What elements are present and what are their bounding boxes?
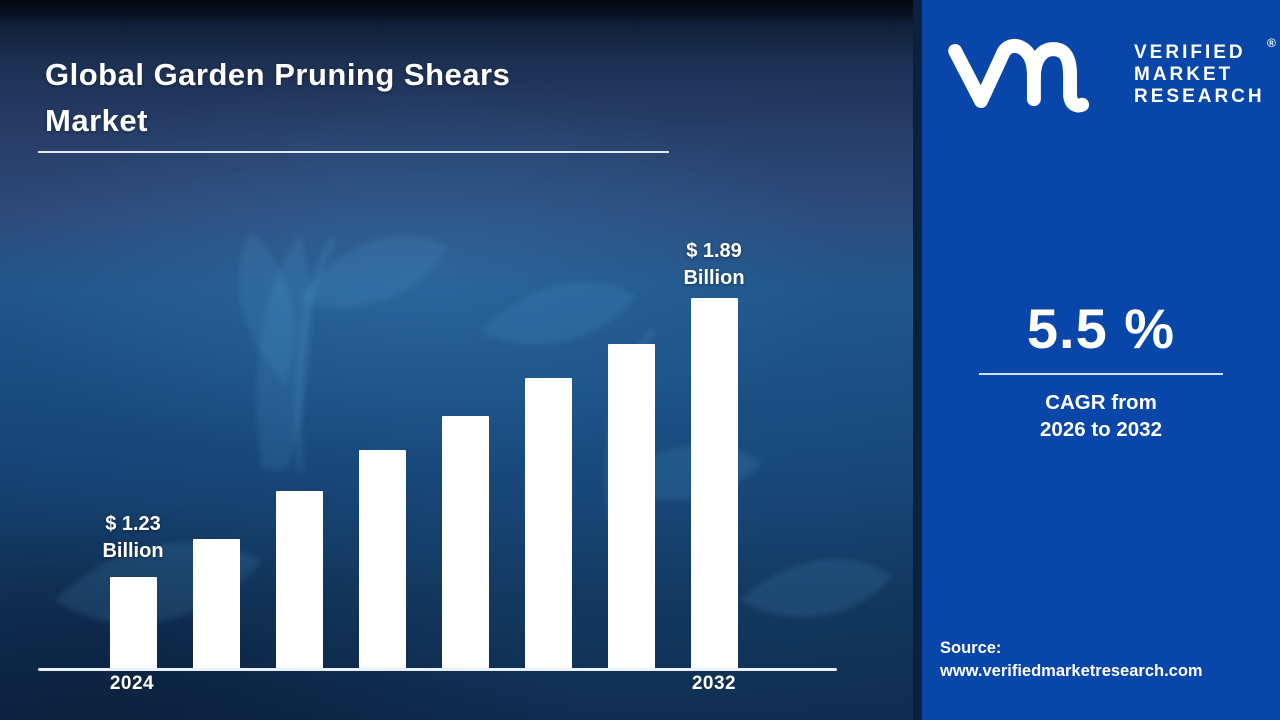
chart-panel: Global Garden Pruning Shears Market $ 1.… (0, 0, 913, 720)
top-vignette (0, 0, 913, 26)
bar-year-index-4 (442, 415, 489, 670)
last-bar-amount: $ 1.89 (686, 240, 742, 262)
bar-year-index-1 (193, 539, 240, 670)
bar-year-index-5 (525, 378, 572, 670)
first-bar-unit: Billion (102, 540, 164, 562)
cagr-underline (979, 373, 1223, 375)
bar-2024 (110, 576, 157, 670)
source-label: Source: (940, 639, 1002, 657)
logo-word-market: MARKET (1134, 64, 1234, 85)
first-bar-value-label: $ 1.23 Billion (48, 511, 218, 565)
logo-word-research: RESEARCH (1134, 86, 1265, 107)
source-url: www.verifiedmarketresearch.com (940, 662, 1203, 680)
vmr-monogram-icon (948, 38, 1090, 113)
x-tick-2024: 2024 (109, 673, 155, 694)
bar-2032 (691, 298, 738, 670)
bar-year-index-3 (359, 449, 406, 670)
logo-wordmark: VERIFIED MARKET RESEARCH (1134, 42, 1265, 108)
panel-divider (913, 0, 922, 720)
info-panel: VERIFIED MARKET RESEARCH ® 5.5 % CAGR fr… (922, 0, 1280, 720)
cagr-block: 5.5 % CAGR from 2026 to 2032 (922, 298, 1280, 443)
bar-year-index-6 (608, 344, 655, 670)
title-underline (38, 151, 669, 153)
cagr-value: 5.5 % (1026, 297, 1176, 360)
x-axis-line (38, 668, 837, 671)
cagr-caption-line2: 2026 to 2032 (1040, 418, 1162, 441)
bar-year-index-2 (276, 491, 323, 670)
page-title-line1: Global Garden Pruning Shears (45, 57, 511, 92)
x-tick-2032: 2032 (691, 673, 737, 694)
page-title: Global Garden Pruning Shears Market (45, 52, 685, 144)
vmr-logo: VERIFIED MARKET RESEARCH ® (940, 36, 1276, 114)
bar-track (110, 298, 738, 670)
cagr-caption: CAGR from 2026 to 2032 (922, 389, 1280, 443)
first-bar-amount: $ 1.23 (105, 513, 161, 535)
page-title-line2: Market (45, 103, 148, 138)
logo-word-verified: VERIFIED (1134, 42, 1246, 63)
last-bar-unit: Billion (683, 267, 745, 289)
registered-trademark-icon: ® (1267, 36, 1276, 50)
last-bar-value-label: $ 1.89 Billion (629, 238, 799, 292)
cagr-caption-line1: CAGR from (1045, 391, 1157, 414)
source-block: Source: www.verifiedmarketresearch.com (940, 637, 1270, 683)
